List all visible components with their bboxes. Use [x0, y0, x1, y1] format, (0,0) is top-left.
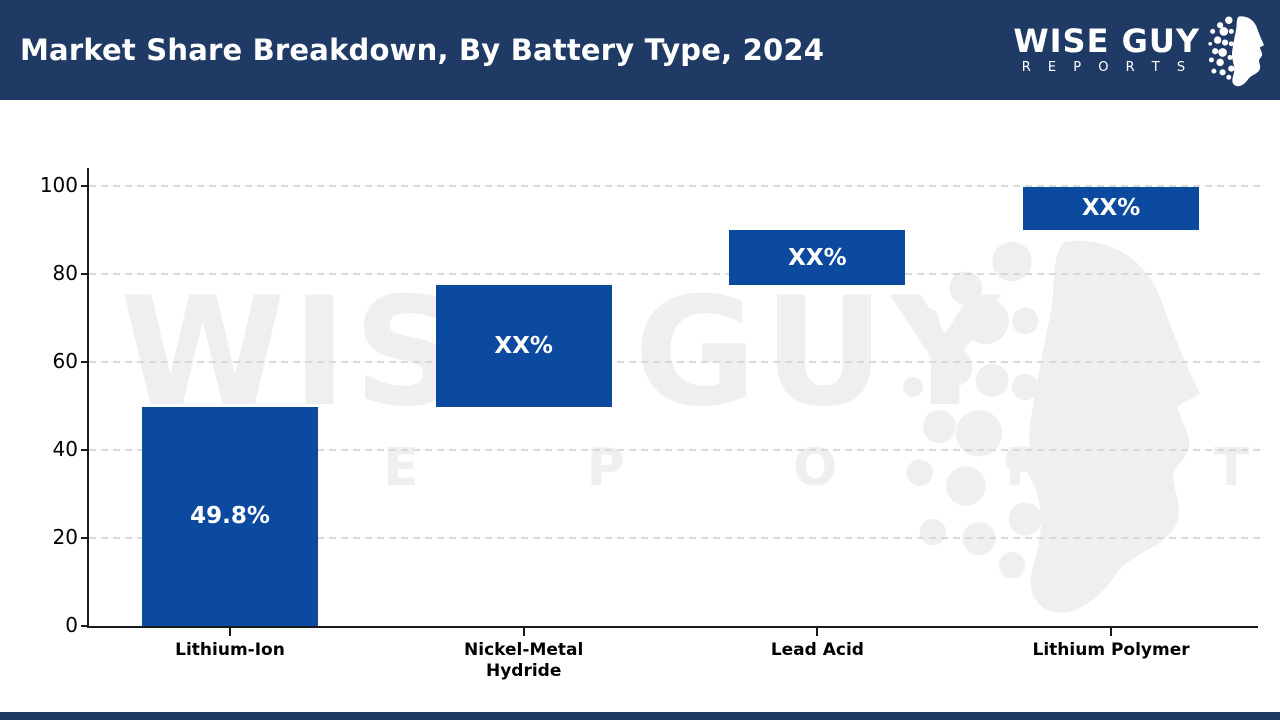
wiseguy-logo: WISE GUY R E P O R T S: [1013, 8, 1266, 92]
x-tick-lead-acid: [816, 628, 819, 636]
y-tick-label-20: 20: [52, 525, 78, 549]
logo-head-icon: [1208, 16, 1265, 87]
gridline-40: [89, 449, 1262, 451]
x-category-label-nickel-metal-hydride: Nickel-Metal Hydride: [464, 640, 584, 682]
y-tick-60: [81, 361, 89, 363]
y-tick-100: [81, 185, 89, 187]
logo-subtitle: R E P O R T S: [1021, 60, 1192, 76]
x-category-label-lead-acid: Lead Acid: [770, 640, 864, 660]
y-tick-label-60: 60: [52, 349, 78, 373]
gridline-20: [89, 537, 1262, 539]
watermark-head-icon: [903, 240, 1201, 613]
footer-bar: [0, 712, 1280, 720]
bar-lithium-ion: 49.8%: [142, 406, 318, 626]
y-tick-label-100: 100: [39, 173, 78, 197]
gridline-100: [89, 185, 1262, 187]
y-tick-label-0: 0: [65, 613, 78, 637]
x-tick-lithium-ion: [229, 628, 231, 636]
x-axis-spine: [87, 626, 1258, 628]
y-tick-20: [81, 537, 89, 539]
bar-lead-acid: XX%: [729, 230, 906, 285]
y-tick-label-40: 40: [52, 437, 78, 461]
x-category-label-lithium-polymer: Lithium Polymer: [1032, 640, 1190, 660]
bar-value-label-lead-acid: XX%: [788, 244, 847, 271]
y-tick-0: [81, 625, 89, 627]
y-tick-label-80: 80: [52, 261, 78, 285]
bar-value-label-nickel-metal-hydride: XX%: [494, 332, 553, 359]
gridline-60: [89, 361, 1262, 363]
header-bar: Market Share Breakdown, By Battery Type,…: [0, 0, 1280, 100]
x-tick-lithium-polymer: [1110, 628, 1113, 636]
bar-nickel-metal-hydride: XX%: [435, 285, 612, 407]
y-tick-40: [81, 449, 89, 451]
logo-text: WISE GUY R E P O R T S: [1013, 21, 1200, 76]
bar-lithium-polymer: XX%: [1023, 186, 1200, 230]
x-tick-nickel-metal-hydride: [522, 628, 525, 636]
logo-wordmark: WISE GUY: [1013, 21, 1200, 60]
x-category-label-lithium-ion: Lithium-Ion: [175, 640, 285, 660]
page-title: Market Share Breakdown, By Battery Type,…: [20, 33, 825, 67]
bar-value-label-lithium-polymer: XX%: [1081, 195, 1141, 222]
y-tick-80: [81, 273, 89, 275]
y-axis-spine: [87, 168, 89, 628]
bar-value-label-lithium-ion: 49.8%: [190, 503, 270, 530]
gridline-80: [89, 273, 1262, 275]
